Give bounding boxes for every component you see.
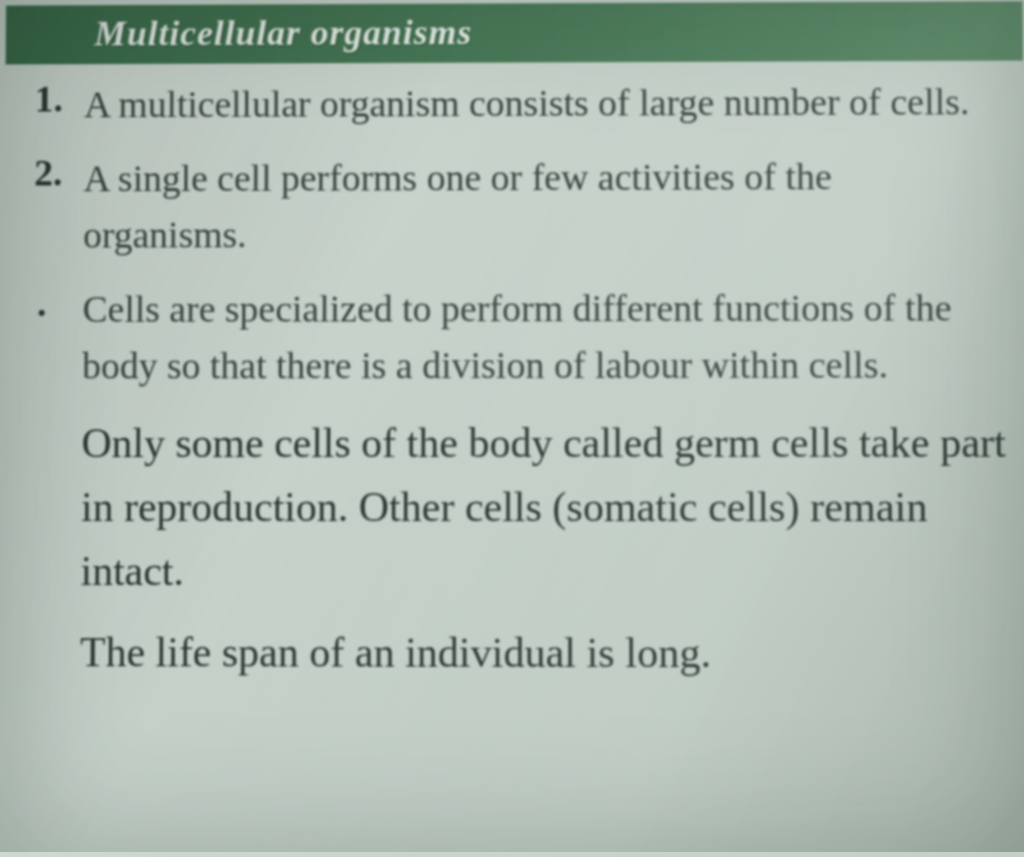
- section-header: Multicellular organisms: [6, 1, 1023, 64]
- list-marker: 1.: [35, 78, 85, 121]
- list-marker: 2.: [34, 152, 84, 196]
- content-area: 1. A multicellular organism consists of …: [0, 65, 1024, 727]
- list-text: A multicellular organism consists of lar…: [84, 75, 1004, 134]
- list-item-2: 2. A single cell performs one or few act…: [33, 149, 1004, 265]
- list-text: A single cell performs one or few activi…: [83, 149, 1005, 264]
- list-item-3: . Cells are specialized to perform diffe…: [32, 281, 1005, 396]
- list-item-1: 1. A multicellular organism consists of …: [35, 75, 1004, 135]
- textbook-page: Multicellular organisms 1. A multicellul…: [0, 1, 1024, 856]
- header-title: Multicellular organisms: [94, 12, 472, 53]
- list-text: The life span of an individual is long.: [80, 631, 711, 678]
- list-text: Cells are specialized to perform differe…: [82, 281, 1006, 396]
- list-marker: .: [37, 282, 83, 326]
- list-item-4: Only some cells of the body called germ …: [31, 413, 1008, 606]
- list-item-5: The life span of an individual is long.: [30, 623, 1008, 689]
- list-text: Only some cells of the body called germ …: [80, 421, 1006, 595]
